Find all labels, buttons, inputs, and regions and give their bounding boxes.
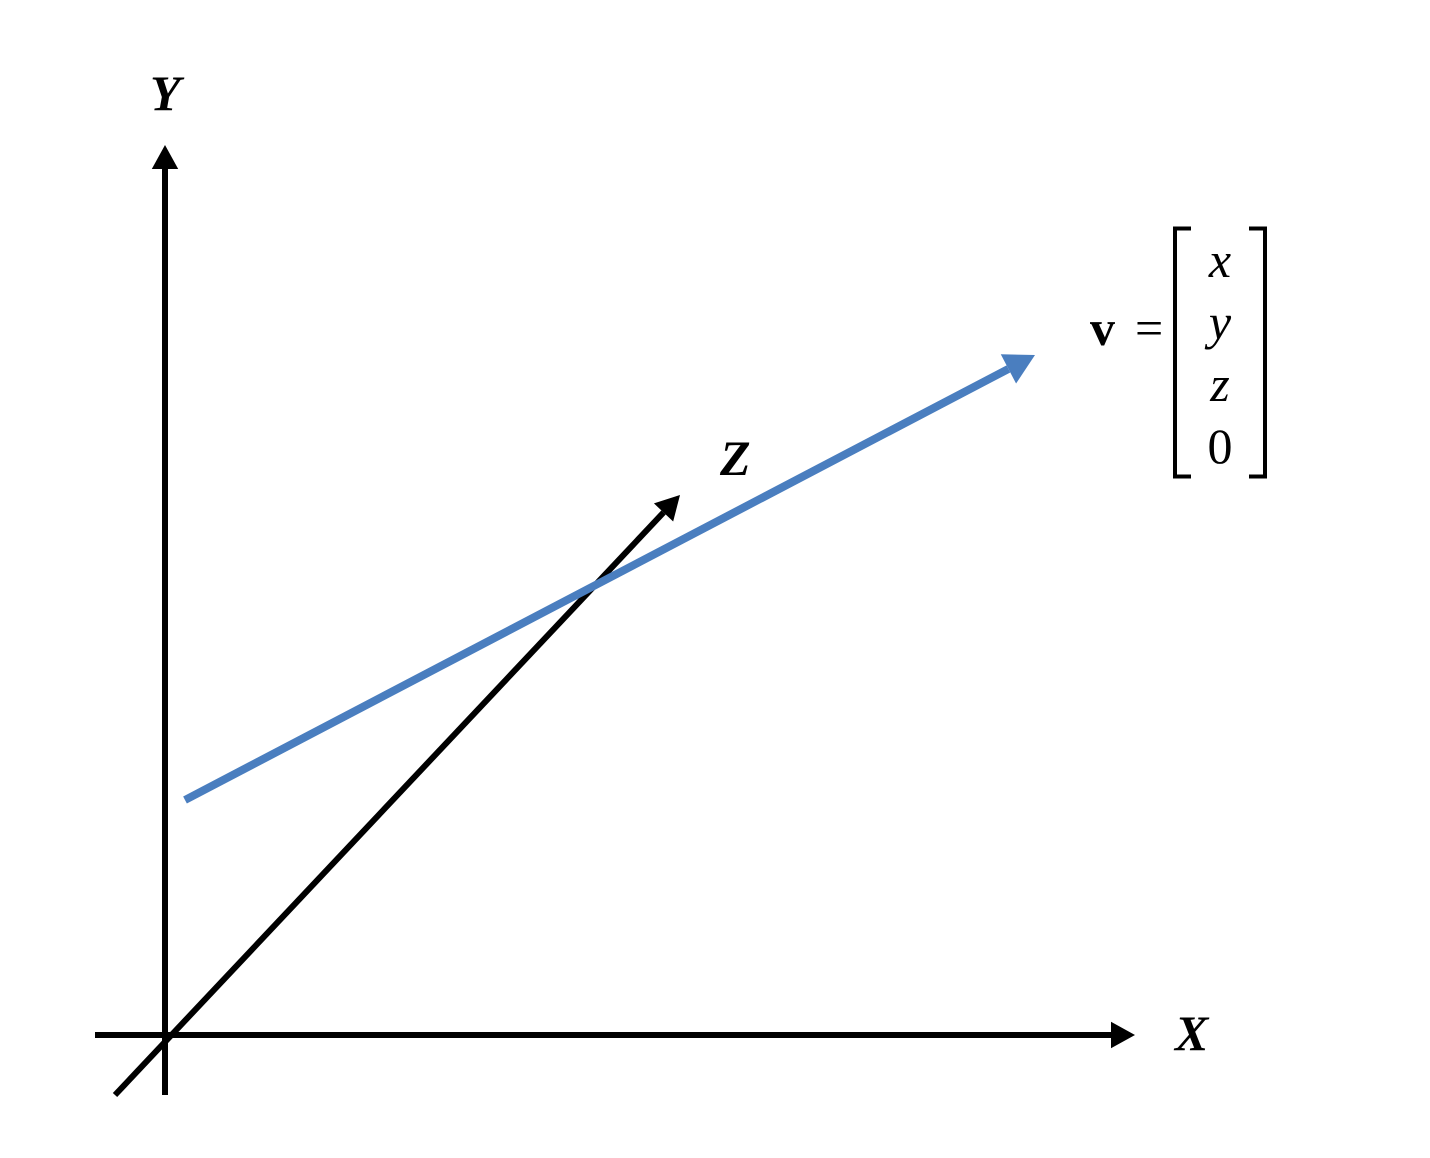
y-axis-label: Y (150, 65, 185, 121)
vector-diagram: X Y Zv = xyz 0 (0, 0, 1430, 1158)
vector-v (185, 354, 1035, 800)
right-bracket (1251, 228, 1265, 476)
x-axis-label: X (1173, 1005, 1210, 1061)
equals-sign: = (1135, 300, 1163, 356)
vector-component-2: z (1209, 356, 1229, 412)
vector-label: v = xyz 0 (1090, 228, 1265, 476)
left-bracket (1175, 228, 1189, 476)
y-axis (152, 145, 178, 1095)
vector-component-3: 0 (1208, 418, 1233, 474)
vector-component-1: y (1204, 294, 1232, 350)
vector-component-0: x (1208, 232, 1231, 288)
vector-name: v (1090, 300, 1115, 356)
x-axis (95, 1022, 1135, 1048)
z-axis-label: Z (719, 430, 751, 486)
